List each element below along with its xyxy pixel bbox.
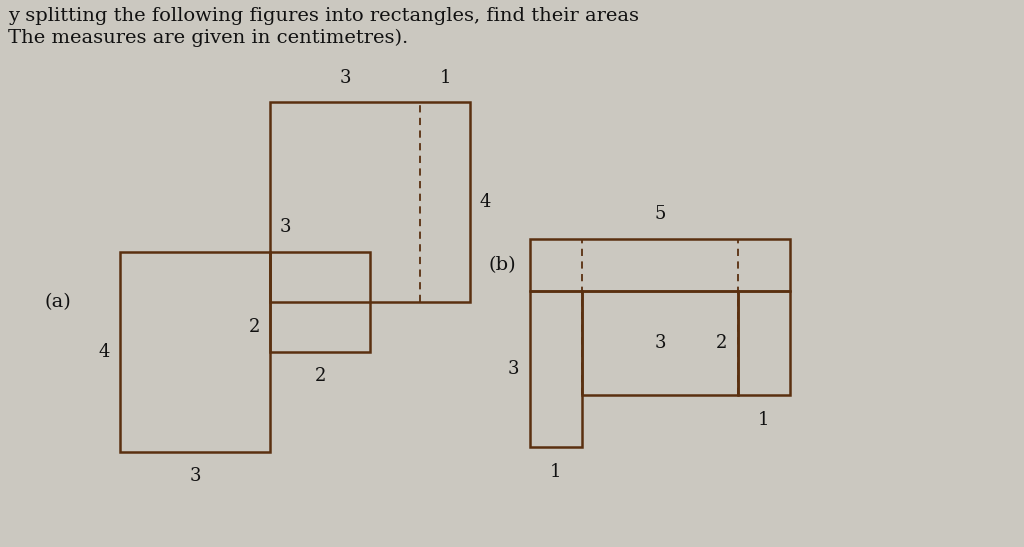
Text: 2: 2: [249, 318, 260, 336]
Text: 3: 3: [189, 467, 201, 485]
Text: 4: 4: [98, 343, 110, 361]
Text: 2: 2: [314, 367, 326, 385]
Bar: [738, 291, 790, 395]
Text: 1: 1: [550, 463, 562, 481]
Text: 3: 3: [508, 360, 519, 378]
Text: The measures are given in centimetres).: The measures are given in centimetres).: [8, 29, 409, 47]
Text: (a): (a): [45, 293, 72, 311]
Text: 5: 5: [654, 206, 666, 223]
Text: 4: 4: [480, 193, 492, 211]
Text: 1: 1: [439, 69, 451, 87]
Text: 3: 3: [339, 69, 351, 87]
Text: 3: 3: [280, 218, 292, 236]
Bar: [270, 102, 470, 302]
Bar: [120, 252, 270, 452]
Bar: [270, 252, 370, 352]
Bar: [582, 291, 738, 395]
Text: 3: 3: [654, 334, 666, 352]
Bar: [530, 239, 790, 291]
Text: 2: 2: [716, 334, 728, 352]
Text: y splitting the following figures into rectangles, find their areas: y splitting the following figures into r…: [8, 7, 639, 25]
Text: 1: 1: [758, 411, 770, 429]
Text: (b): (b): [488, 256, 516, 274]
Bar: [530, 291, 582, 447]
